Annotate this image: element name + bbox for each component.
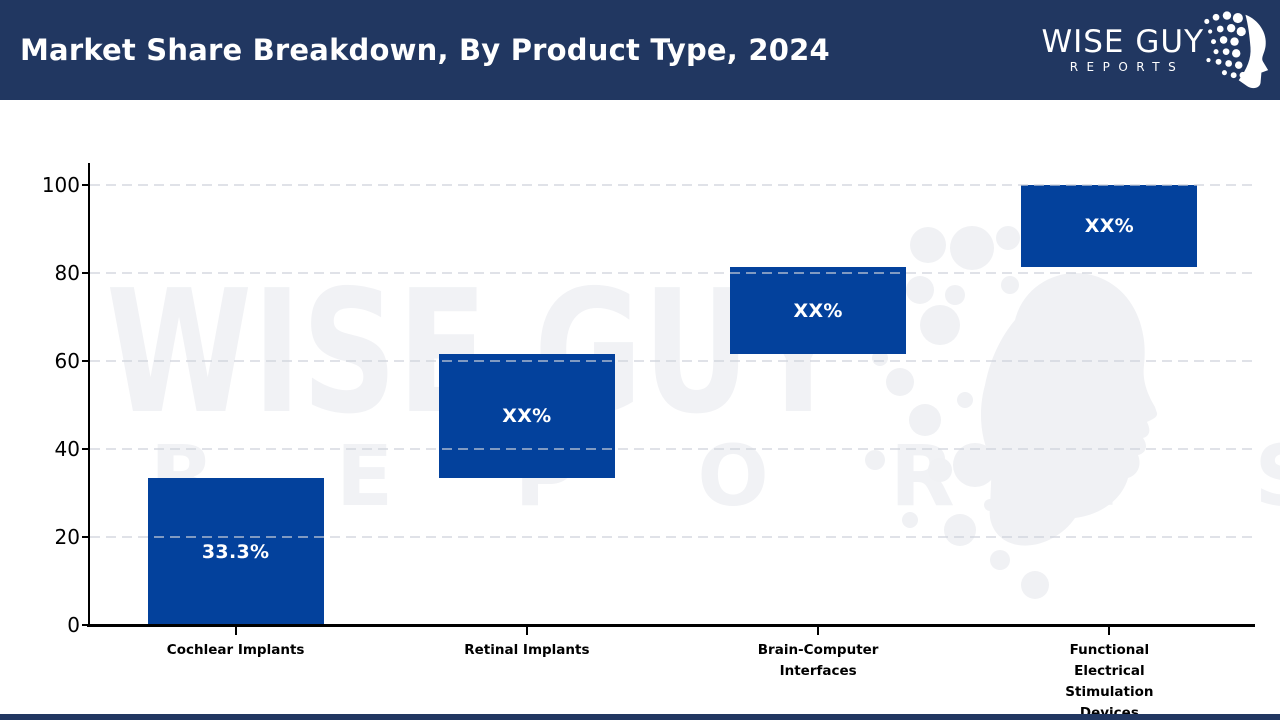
y-tick-label-60: 60 bbox=[54, 348, 80, 373]
x-category-label-3: Brain-Computer Interfaces bbox=[757, 642, 879, 679]
y-tick-label-0: 0 bbox=[67, 613, 80, 637]
x-tick-1 bbox=[234, 627, 237, 635]
bar-segment-3: XX% bbox=[730, 267, 907, 355]
x-axis-line bbox=[87, 624, 1255, 627]
page-title: Market Share Breakdown, By Product Type,… bbox=[20, 33, 830, 67]
bar-segment-1: 33.3% bbox=[147, 478, 324, 625]
gridline-80 bbox=[90, 271, 1255, 274]
bar-value-label: XX% bbox=[502, 405, 552, 428]
footer-bar bbox=[0, 714, 1280, 720]
y-axis-line bbox=[88, 163, 90, 627]
gridline-60 bbox=[90, 359, 1255, 362]
logo-wordmark-text: WISE GUY bbox=[1041, 24, 1204, 61]
x-tick-4 bbox=[1108, 627, 1111, 635]
watermark-head-icon bbox=[865, 226, 1158, 599]
bar-segment-4: XX% bbox=[1021, 184, 1198, 268]
bar-value-label: 33.3% bbox=[201, 540, 270, 563]
y-tick-100 bbox=[82, 183, 90, 186]
y-tick-label-20: 20 bbox=[54, 524, 80, 549]
y-tick-0 bbox=[82, 624, 90, 626]
bar-value-label: XX% bbox=[1084, 214, 1134, 237]
y-tick-80 bbox=[82, 271, 90, 274]
gridline-100 bbox=[90, 183, 1255, 186]
brand-logo: WISE GUY REPORTS bbox=[1041, 8, 1274, 92]
x-category-label-4: Functional Electrical Stimulation Device… bbox=[1065, 642, 1154, 720]
y-tick-label-40: 40 bbox=[54, 436, 80, 461]
gridline-40 bbox=[90, 447, 1255, 450]
bar-value-label: XX% bbox=[793, 299, 843, 322]
x-category-label-1: Cochlear Implants bbox=[166, 642, 305, 658]
header-bar: Market Share Breakdown, By Product Type,… bbox=[0, 0, 1280, 100]
logo-subtext: REPORTS bbox=[1069, 59, 1185, 74]
logo-head-icon bbox=[1204, 11, 1269, 89]
y-tick-60 bbox=[82, 359, 90, 362]
x-tick-2 bbox=[525, 627, 528, 635]
y-tick-label-80: 80 bbox=[54, 260, 80, 285]
x-category-label-2: Retinal Implants bbox=[464, 642, 590, 658]
x-tick-3 bbox=[817, 627, 820, 635]
y-tick-20 bbox=[82, 535, 90, 538]
bar-segment-2: XX% bbox=[438, 354, 615, 479]
logo-wordmark: WISE GUY REPORTS bbox=[1041, 26, 1204, 74]
gridline-20 bbox=[90, 535, 1255, 538]
y-tick-label-100: 100 bbox=[41, 172, 80, 197]
y-tick-40 bbox=[82, 447, 90, 450]
